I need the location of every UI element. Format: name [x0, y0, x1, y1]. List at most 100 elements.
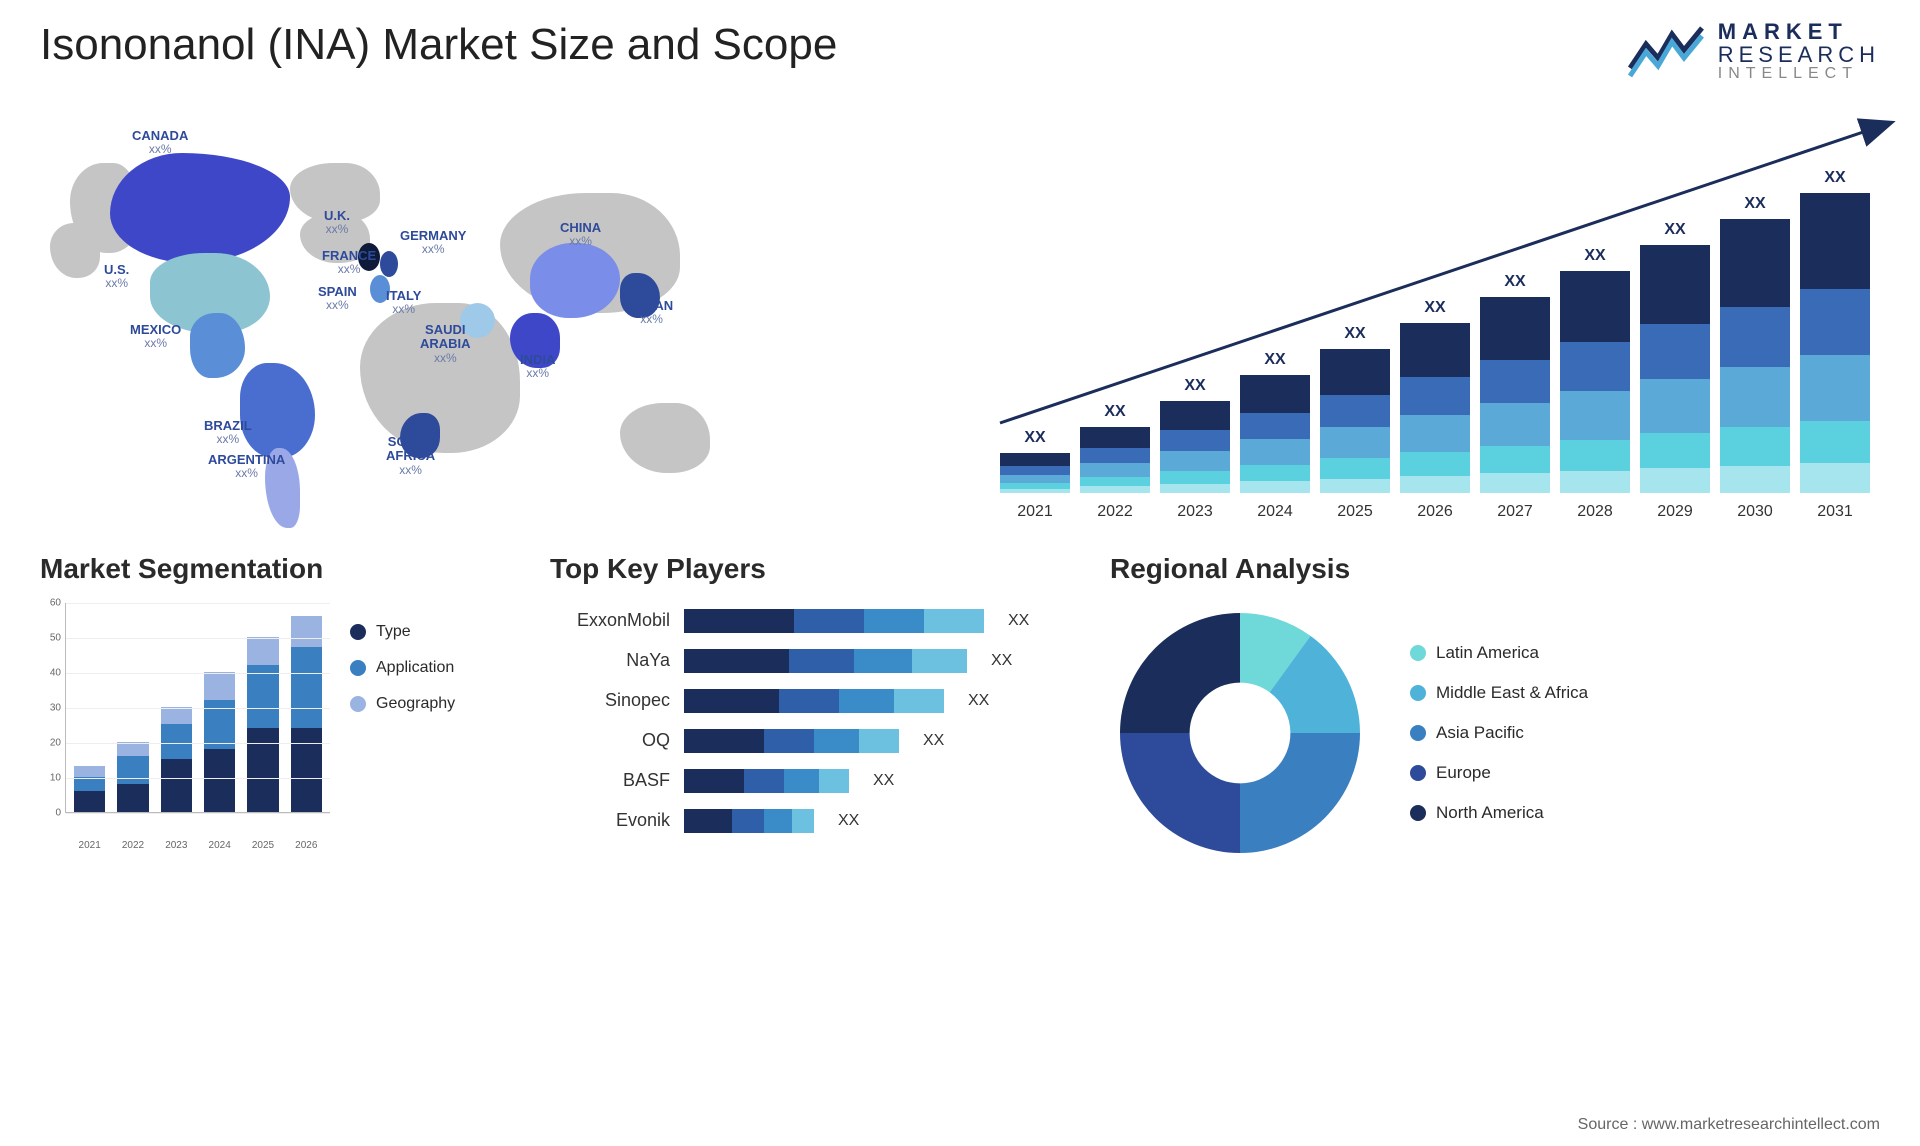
- segmentation-title: Market Segmentation: [40, 553, 510, 585]
- bar-year: 2025: [1337, 503, 1373, 521]
- player-row: BASF XX: [550, 769, 1070, 793]
- growth-bar: XX2026: [1400, 299, 1470, 493]
- seg-year: 2023: [161, 840, 192, 851]
- player-row: OQXX: [550, 729, 1070, 753]
- bar-value: XX: [1824, 169, 1845, 187]
- bar-year: 2031: [1817, 503, 1853, 521]
- map-label: JAPANxx%: [630, 299, 673, 326]
- segmentation-chart: 0102030405060 202120222023202420252026 T…: [40, 603, 510, 833]
- seg-year: 2024: [204, 840, 235, 851]
- map-land: [620, 403, 710, 473]
- bar-value: XX: [1024, 429, 1045, 447]
- map-label: INDIAxx%: [520, 353, 555, 380]
- player-name: ExxonMobil: [550, 610, 670, 631]
- bar-year: 2027: [1497, 503, 1533, 521]
- bar-value: XX: [1264, 351, 1285, 369]
- regional-legend: Latin America Middle East & Africa Asia Pa…: [1410, 643, 1588, 823]
- bar-value: XX: [1504, 273, 1525, 291]
- bar-value: XX: [1584, 247, 1605, 265]
- segmentation-legend: Type Application Geography: [350, 603, 455, 833]
- bar-year: 2028: [1577, 503, 1613, 521]
- map-region: [380, 251, 398, 277]
- bar-year: 2024: [1257, 503, 1293, 521]
- player-value: XX: [991, 652, 1012, 670]
- logo-mark-icon: [1628, 24, 1708, 78]
- growth-bar: XX2031: [1800, 169, 1870, 493]
- logo: MARKET RESEARCH INTELLECT: [1628, 20, 1880, 83]
- player-row: ExxonMobilXX: [550, 609, 1070, 633]
- player-value: XX: [838, 812, 859, 830]
- bar-year: 2022: [1097, 503, 1133, 521]
- seg-bar: [74, 766, 105, 812]
- legend-item: Geography: [350, 695, 455, 713]
- regional-title: Regional Analysis: [1110, 553, 1880, 585]
- player-name: OQ: [550, 730, 670, 751]
- legend-item: Type: [350, 623, 455, 641]
- player-row: Evonik XX: [550, 809, 1070, 833]
- bar-value: XX: [1744, 195, 1765, 213]
- map-region: [190, 313, 245, 378]
- seg-year: 2026: [291, 840, 322, 851]
- seg-bar: [161, 707, 192, 812]
- growth-bar: XX2028: [1560, 247, 1630, 493]
- world-map: CANADAxx%U.S.xx%MEXICOxx%BRAZILxx%ARGENT…: [40, 103, 940, 523]
- legend-item: Application: [350, 659, 455, 677]
- player-name: BASF: [550, 770, 670, 791]
- bar-year: 2021: [1017, 503, 1053, 521]
- map-label: MEXICOxx%: [130, 323, 181, 350]
- bar-value: XX: [1184, 377, 1205, 395]
- map-label: SPAINxx%: [318, 285, 357, 312]
- growth-bar: XX2021: [1000, 429, 1070, 493]
- player-row: Sinopec XX: [550, 689, 1070, 713]
- players-title: Top Key Players: [550, 553, 1070, 585]
- bar-year: 2030: [1737, 503, 1773, 521]
- growth-bar: XX2030: [1720, 195, 1790, 493]
- seg-bar: [117, 742, 148, 812]
- player-name: NaYa: [550, 650, 670, 671]
- growth-bar-chart: XX2021XX2022XX2023XX2024XX2025XX2026XX20…: [940, 103, 1880, 523]
- growth-bar: XX2029: [1640, 221, 1710, 493]
- growth-bar: XX2023: [1160, 377, 1230, 493]
- map-label: ARGENTINAxx%: [208, 453, 285, 480]
- map-label: SAUDIARABIAxx%: [420, 323, 471, 365]
- map-land: [50, 223, 100, 278]
- bar-year: 2026: [1417, 503, 1453, 521]
- map-label: U.S.xx%: [104, 263, 129, 290]
- seg-bar: [291, 616, 322, 812]
- page-title: Isononanol (INA) Market Size and Scope: [40, 20, 837, 70]
- regional-donut: [1110, 603, 1370, 863]
- map-label: SOUTHAFRICAxx%: [386, 435, 435, 477]
- logo-text-2: RESEARCH: [1718, 43, 1880, 66]
- donut-slice: [1120, 733, 1240, 853]
- legend-item: Latin America: [1410, 643, 1588, 663]
- bar-year: 2023: [1177, 503, 1213, 521]
- player-row: NaYa XX: [550, 649, 1070, 673]
- growth-bar: XX2025: [1320, 325, 1390, 493]
- bar-year: 2029: [1657, 503, 1693, 521]
- growth-bar: XX2024: [1240, 351, 1310, 493]
- map-label: CHINAxx%: [560, 221, 601, 248]
- logo-text-1: MARKET: [1718, 20, 1880, 43]
- map-label: FRANCExx%: [322, 249, 376, 276]
- growth-bar: XX2022: [1080, 403, 1150, 493]
- bar-value: XX: [1104, 403, 1125, 421]
- player-value: XX: [968, 692, 989, 710]
- map-label: GERMANYxx%: [400, 229, 466, 256]
- player-value: XX: [873, 772, 894, 790]
- legend-item: Middle East & Africa: [1410, 683, 1588, 703]
- legend-item: Asia Pacific: [1410, 723, 1588, 743]
- seg-year: 2021: [74, 840, 105, 851]
- legend-item: Europe: [1410, 763, 1588, 783]
- map-region: [110, 153, 290, 263]
- bar-value: XX: [1664, 221, 1685, 239]
- map-label: ITALYxx%: [386, 289, 421, 316]
- seg-bar: [247, 637, 278, 812]
- seg-bar: [204, 672, 235, 812]
- map-label: BRAZILxx%: [204, 419, 252, 446]
- player-name: Evonik: [550, 810, 670, 831]
- players-chart: ExxonMobilXXNaYaXXSinopecXXOQXXBASFXXEvo…: [550, 603, 1070, 833]
- logo-text-3: INTELLECT: [1718, 66, 1880, 83]
- bar-value: XX: [1344, 325, 1365, 343]
- map-label: U.K.xx%: [324, 209, 350, 236]
- player-name: Sinopec: [550, 690, 670, 711]
